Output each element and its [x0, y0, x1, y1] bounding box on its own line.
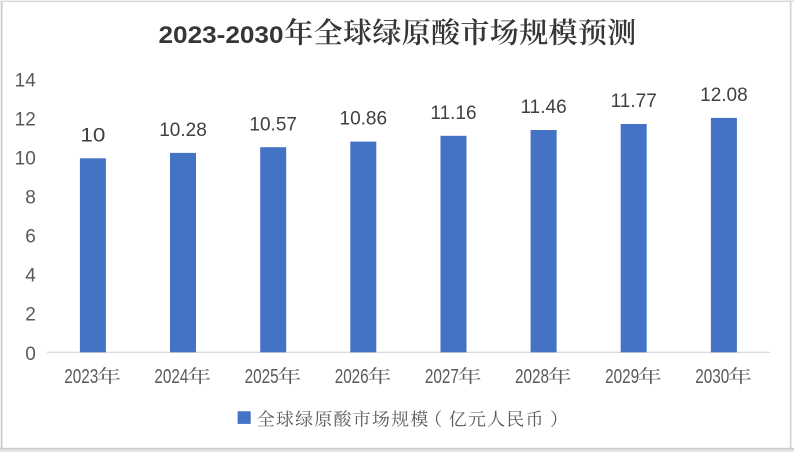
svg-text:2025: 2025 — [245, 366, 279, 388]
svg-text:2026: 2026 — [335, 366, 369, 388]
svg-text:10: 10 — [15, 149, 36, 170]
svg-text:2030: 2030 — [695, 366, 729, 388]
svg-text:4: 4 — [25, 266, 36, 287]
svg-text:10: 10 — [80, 125, 105, 146]
svg-text:11.16: 11.16 — [430, 103, 476, 124]
svg-text:2028: 2028 — [515, 366, 549, 388]
svg-text:2024: 2024 — [154, 366, 188, 388]
svg-text:0: 0 — [25, 344, 36, 365]
svg-text:10.28: 10.28 — [159, 120, 207, 141]
svg-text:14: 14 — [15, 70, 37, 91]
svg-text:10.57: 10.57 — [249, 114, 297, 135]
svg-text:2029: 2029 — [605, 366, 639, 388]
svg-text:2023: 2023 — [64, 366, 98, 388]
svg-text:8: 8 — [25, 188, 36, 209]
svg-text:2: 2 — [25, 305, 36, 326]
svg-text:2023-2030: 2023-2030 — [159, 22, 284, 49]
svg-text:11.77: 11.77 — [611, 91, 657, 112]
svg-text:6: 6 — [25, 227, 36, 248]
svg-text:2027: 2027 — [425, 366, 459, 388]
svg-text:11.46: 11.46 — [521, 97, 567, 118]
svg-text:12: 12 — [15, 110, 36, 131]
svg-text:10.86: 10.86 — [340, 109, 388, 130]
svg-text:12.08: 12.08 — [700, 85, 748, 106]
